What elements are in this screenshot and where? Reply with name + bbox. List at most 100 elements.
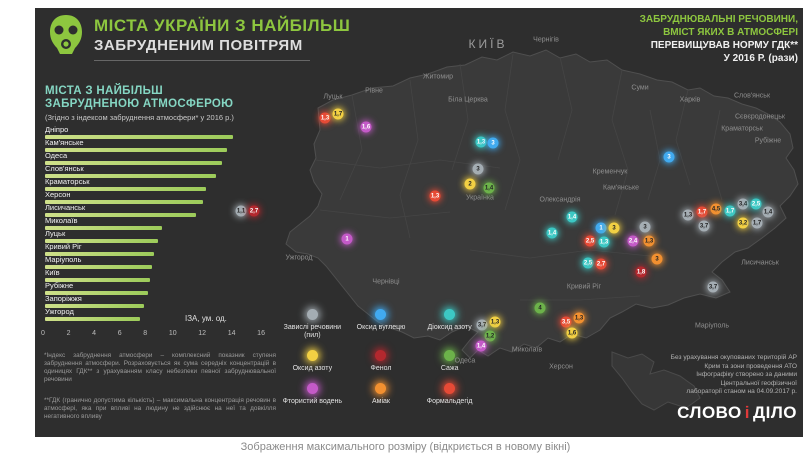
map-city-label: Сєвєродонецьк bbox=[734, 113, 786, 121]
map-city-label: Ужгород bbox=[285, 254, 313, 262]
pollution-dot-phenol: 2,7 bbox=[248, 205, 260, 217]
pollution-dot-no2: 2,5 bbox=[582, 257, 594, 269]
bar bbox=[45, 304, 144, 308]
x-axis-label: ІЗА, ум. од. bbox=[185, 314, 227, 323]
bar bbox=[45, 148, 228, 152]
pollution-dot-soot: 1,2 bbox=[484, 330, 496, 342]
pollution-dot-hf: 1,4 bbox=[475, 340, 487, 352]
legend-item: Діоксид азоту bbox=[419, 309, 480, 340]
attribution: Без урахування окупованих територій АР Кр… bbox=[671, 354, 797, 397]
logo-part1: СЛОВО bbox=[677, 403, 742, 422]
legend-label: Аміак bbox=[371, 398, 390, 405]
bar-city-label: Маріуполь bbox=[45, 255, 82, 264]
x-tick: 6 bbox=[117, 330, 122, 337]
map-city-label: Рубіжне bbox=[754, 137, 782, 145]
bar-city-label: Миколаїв bbox=[45, 216, 78, 225]
legend-label: Фтористий водень bbox=[282, 398, 343, 405]
pollution-dot-no: 2 bbox=[464, 178, 476, 190]
pollution-dot-dust: 1,7 bbox=[751, 217, 763, 229]
title-divider bbox=[94, 60, 310, 61]
pollution-dot-dust: 3,7 bbox=[707, 281, 719, 293]
pollution-dot-phenol: 1,8 bbox=[635, 266, 647, 278]
pollution-dot-nh3: 1,3 bbox=[643, 235, 655, 247]
pollution-dot-dust: 3 bbox=[472, 163, 484, 175]
bar-city-label: Луцьк bbox=[45, 229, 66, 238]
pollution-dot-dust: 3 bbox=[639, 221, 651, 233]
pollution-dot-no: 1,3 bbox=[489, 316, 501, 328]
legend-dot-dust bbox=[306, 309, 318, 320]
attribution-line: лабораторії станом на 04.09.2017 р. bbox=[686, 388, 797, 396]
bar-city-label: Дніпро bbox=[45, 125, 69, 134]
legend-item: Фтористий водень bbox=[282, 383, 343, 406]
legend-dot-co bbox=[375, 309, 387, 320]
logo-part2: і bbox=[744, 403, 750, 422]
bar bbox=[45, 135, 233, 139]
legend-label: Оксид вуглецю bbox=[356, 324, 406, 331]
attribution-line: Інфографіку створено за даними bbox=[696, 371, 797, 379]
bar bbox=[45, 187, 206, 191]
map-city-label: Кам'янське bbox=[603, 184, 639, 192]
bar bbox=[45, 278, 151, 282]
bar-row: Дніпро bbox=[45, 126, 277, 139]
pollution-dot-fa: 1,3 bbox=[319, 112, 331, 124]
bar-row: Кривий Ріг bbox=[45, 243, 277, 256]
pollution-dot-hf: 1 bbox=[341, 233, 353, 245]
gas-mask-icon bbox=[50, 15, 82, 54]
bar-row: Запоріжжя bbox=[45, 295, 277, 308]
bar bbox=[45, 174, 217, 178]
bar bbox=[45, 291, 148, 295]
map-header-line1: ЗАБРУДНЮВАЛЬНІ РЕЧОВИНИ, bbox=[639, 14, 798, 25]
map-city-label: Харків bbox=[679, 96, 701, 104]
bar-city-label: Кам'янське bbox=[45, 138, 84, 147]
pollution-dot-co: 3 bbox=[487, 137, 499, 149]
legend-item: Аміак bbox=[351, 383, 412, 406]
legend-label: Сажа bbox=[440, 365, 459, 372]
map-city-label: Чернівці bbox=[372, 278, 400, 286]
map-labels: Луцьк Рівне Житомир КИЇВ Чернігів Суми Харків С… bbox=[285, 37, 786, 371]
legend-item: Завислі речовини (пил) bbox=[282, 309, 343, 340]
pollution-dot-hf: 1,6 bbox=[360, 121, 372, 133]
bar-row: Луцьк bbox=[45, 230, 277, 243]
map-city-label: Біла Церква bbox=[448, 96, 488, 104]
logo-part3: ДІЛО bbox=[753, 403, 797, 422]
legend-dot-nh3 bbox=[375, 383, 387, 394]
map-city-label: Одеса bbox=[454, 357, 476, 365]
bar-city-label: Лисичанськ bbox=[45, 203, 86, 212]
pollution-dot-no2: 2,5 bbox=[750, 198, 762, 210]
pollution-dot-no: 3 bbox=[608, 222, 620, 234]
pollution-dot-nh3: 1,3 bbox=[573, 312, 585, 324]
full-size-image-link[interactable]: Зображення максимального розміру (відкри… bbox=[240, 441, 571, 453]
pollution-dot-nh3: 3 bbox=[651, 253, 663, 265]
map-city-label: Херсон bbox=[549, 363, 573, 371]
legend-label: Формальдегід bbox=[426, 398, 473, 405]
legend-item: Оксид вуглецю bbox=[351, 309, 412, 340]
chart-title-line1: МІСТА З НАЙБІЛЬШ bbox=[45, 85, 164, 97]
legend-label: Завислі речовини (пил) bbox=[283, 324, 341, 339]
bar-row: Одеса bbox=[45, 152, 277, 165]
legend-dot-phenol bbox=[375, 350, 387, 361]
bar-row: Маріуполь bbox=[45, 256, 277, 269]
map-city-label: Миколаїв bbox=[511, 346, 543, 354]
page-title-line1: МІСТА УКРАЇНИ З НАЙБІЛЬШ bbox=[94, 16, 351, 35]
bar-row: Лисичанськ bbox=[45, 204, 277, 217]
bar-row: Миколаїв bbox=[45, 217, 277, 230]
x-tick: 10 bbox=[168, 330, 177, 337]
pollution-dot-fa: 2,7 bbox=[595, 258, 607, 270]
legend-label: Діоксид азоту bbox=[427, 324, 472, 331]
pollution-dot-no: 1,6 bbox=[566, 327, 578, 339]
x-tick: 0 bbox=[41, 330, 45, 337]
x-tick: 2 bbox=[66, 330, 71, 337]
bar bbox=[45, 213, 197, 217]
map-city-label: Луцьк bbox=[323, 93, 343, 101]
bar bbox=[45, 265, 152, 269]
x-tick: 4 bbox=[92, 330, 97, 337]
pollution-dot-dust: 1,3 bbox=[682, 209, 694, 221]
map-header: ЗАБРУДНЮВАЛЬНІ РЕЧОВИНИ, ВМІСТ ЯКИХ В АТ… bbox=[640, 13, 798, 65]
map-city-label: Слов'янськ bbox=[733, 92, 771, 100]
pollution-dot-dust: 1,1 bbox=[235, 205, 247, 217]
pollution-dot-soot: 4 bbox=[534, 302, 546, 314]
bar-city-label: Краматорськ bbox=[45, 177, 90, 186]
pollution-dot-dust: 3,7 bbox=[698, 220, 710, 232]
pollution-dot-no2: 1,7 bbox=[724, 205, 736, 217]
pollution-dot-dust: 3,4 bbox=[737, 198, 749, 210]
